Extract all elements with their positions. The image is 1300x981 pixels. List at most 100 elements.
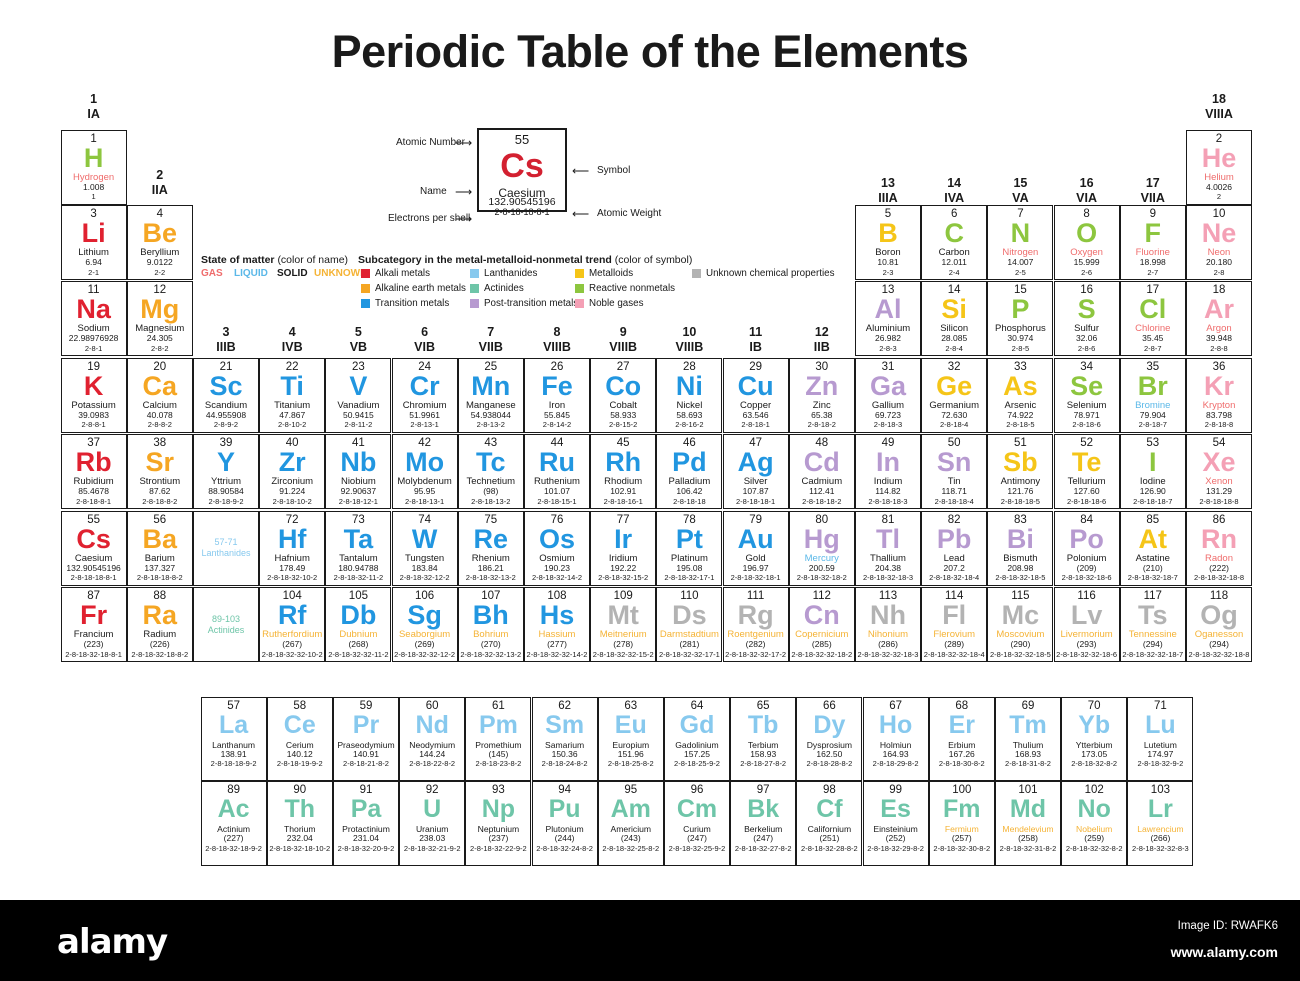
element-cell-o[interactable]: 8 O Oxygen 15.999 2-6 [1053,205,1120,281]
element-cell-nd[interactable]: 60 Nd Neodymium 144.24 2-8-18-22-8-2 [399,696,466,781]
element-cell-rh[interactable]: 45 Rh Rhodium 102.91 2-8-18-16-1 [590,434,657,510]
element-cell-dy[interactable]: 66 Dy Dysprosium 162.50 2-8-18-28-8-2 [796,696,863,781]
element-cell-cd[interactable]: 48 Cd Cadmium 112.41 2-8-18-18-2 [788,434,855,510]
element-cell-zr[interactable]: 40 Zr Zirconium 91.224 2-8-18-10-2 [259,434,326,510]
element-cell-co[interactable]: 27 Co Cobalt 58.933 2-8-15-2 [590,357,657,433]
element-cell-pu[interactable]: 94 Pu Plutonium (244) 2-8-18-32-24-8-2 [531,781,598,866]
element-cell-c[interactable]: 6 C Carbon 12.011 2-4 [921,205,988,281]
element-cell-fl[interactable]: 114 Fl Flerovium (289) 2-8-18-32-32-18-4 [921,587,988,663]
element-cell-mg[interactable]: 12 Mg Magnesium 24.305 2-8-2 [126,281,193,357]
element-cell-nb[interactable]: 41 Nb Niobium 92.90637 2-8-18-12-1 [325,434,392,510]
element-cell-sb[interactable]: 51 Sb Antimony 121.76 2-8-18-18-5 [987,434,1054,510]
element-cell-re[interactable]: 75 Re Rhenium 186.21 2-8-18-32-13-2 [457,510,524,586]
element-cell-ni[interactable]: 28 Ni Nickel 58.693 2-8-16-2 [656,357,723,433]
element-cell-tm[interactable]: 69 Tm Thulium 168.93 2-8-18-31-8-2 [994,696,1062,781]
element-cell-mo[interactable]: 42 Mo Molybdenum 95.95 2-8-18-13-1 [391,434,458,510]
lanthanide-placeholder[interactable]: 57-71 Lanthanides [192,510,260,586]
element-cell-s[interactable]: 16 S Sulfur 32.06 2-8-6 [1053,281,1120,357]
element-cell-np[interactable]: 93 Np Neptunium (237) 2-8-18-32-22-9-2 [465,781,532,866]
element-cell-am[interactable]: 95 Am Americium (243) 2-8-18-32-25-8-2 [597,781,664,866]
element-cell-yb[interactable]: 70 Yb Ytterbium 173.05 2-8-18-32-8-2 [1061,696,1128,781]
element-cell-ho[interactable]: 67 Ho Holmiun 164.93 2-8-18-29-8-2 [862,696,929,781]
element-cell-sm[interactable]: 62 Sm Samarium 150.36 2-8-18-24-8-2 [531,696,598,781]
element-cell-kr[interactable]: 36 Kr Krypton 83.798 2-8-18-8 [1185,357,1253,433]
element-cell-sr[interactable]: 38 Sr Strontium 87.62 2-8-18-8-2 [126,434,193,510]
element-cell-cr[interactable]: 24 Cr Chromium 51.9961 2-8-13-1 [391,357,458,433]
element-cell-ts[interactable]: 117 Ts Tennessine (294) 2-8-18-32-32-18-7 [1119,587,1186,663]
element-cell-i[interactable]: 53 I Iodine 126.90 2-8-18-18-7 [1119,434,1186,510]
element-cell-ac[interactable]: 89 Ac Actinium (227) 2-8-18-32-18-9-2 [200,781,267,866]
element-cell-p[interactable]: 15 P Phosphorus 30.974 2-8-5 [987,281,1054,357]
element-cell-tc[interactable]: 43 Tc Technetium (98) 2-8-18-13-2 [457,434,524,510]
element-cell-la[interactable]: 57 La Lanthanum 138.91 2-8-18-18-9-2 [200,696,267,781]
element-cell-pt[interactable]: 78 Pt Platinum 195.08 2-8-18-32-17-1 [656,510,723,586]
element-cell-pb[interactable]: 82 Pb Lead 207.2 2-8-18-32-18-4 [921,510,988,586]
element-cell-tl[interactable]: 81 Tl Thallium 204.38 2-8-18-32-18-3 [854,510,922,586]
element-cell-fr[interactable]: 87 Fr Francium (223) 2-8-18-32-18-8-1 [60,587,127,663]
element-cell-lr[interactable]: 103 Lr Lawrencium (266) 2-8-18-32-32-8-3 [1127,781,1194,866]
element-cell-na[interactable]: 11 Na Sodium 22.98976928 2-8-1 [60,281,127,357]
element-cell-cs[interactable]: 55 Cs Caesium 132.90545196 2-8-18-18-8-1 [60,510,127,586]
element-cell-po[interactable]: 84 Po Polonium (209) 2-8-18-32-18-6 [1053,510,1120,586]
element-cell-ca[interactable]: 20 Ca Calcium 40.078 2-8-8-2 [126,357,193,433]
element-cell-si[interactable]: 14 Si Silicon 28.085 2-8-4 [921,281,988,357]
element-cell-v[interactable]: 23 V Vanadium 50.9415 2-8-11-2 [325,357,392,433]
element-cell-rg[interactable]: 111 Rg Roentgenium (282) 2-8-18-32-32-17-2 [722,587,789,663]
element-cell-os[interactable]: 76 Os Osmium 190.23 2-8-18-32-14-2 [523,510,591,586]
element-cell-es[interactable]: 99 Es Einsteinium (252) 2-8-18-32-29-8-2 [862,781,929,866]
element-cell-bk[interactable]: 97 Bk Berkelium (247) 2-8-18-32-27-8-2 [730,781,797,866]
element-cell-ge[interactable]: 32 Ge Germanium 72.630 2-8-18-4 [921,357,988,433]
element-cell-ba[interactable]: 56 Ba Barium 137.327 2-8-18-18-8-2 [126,510,193,586]
element-cell-pd[interactable]: 46 Pd Palladium 106.42 2-8-18-18 [656,434,723,510]
element-cell-er[interactable]: 68 Er Erbium 167.26 2-8-18-30-8-2 [928,696,995,781]
element-cell-mt[interactable]: 109 Mt Meitnerium (278) 2-8-18-32-32-15-2 [590,587,657,663]
element-cell-th[interactable]: 90 Th Thorium 232.04 2-8-18-32-18-10-2 [266,781,333,866]
element-cell-bi[interactable]: 83 Bi Bismuth 208.98 2-8-18-32-18-5 [987,510,1054,586]
element-cell-hg[interactable]: 80 Hg Mercury 200.59 2-8-18-32-18-2 [788,510,855,586]
element-cell-zn[interactable]: 30 Zn Zinc 65.38 2-8-18-2 [788,357,855,433]
element-cell-u[interactable]: 92 U Uranium 238.03 2-8-18-32-21-9-2 [399,781,466,866]
element-cell-rn[interactable]: 86 Rn Radon (222) 2-8-18-32-18-8 [1185,510,1253,586]
element-cell-br[interactable]: 35 Br Bromine 79.904 2-8-18-7 [1119,357,1186,433]
element-cell-at[interactable]: 85 At Astatine (210) 2-8-18-32-18-7 [1119,510,1186,586]
element-cell-eu[interactable]: 63 Eu Europium 151.96 2-8-18-25-8-2 [597,696,664,781]
element-cell-tb[interactable]: 65 Tb Terbium 158.93 2-8-18-27-8-2 [730,696,797,781]
element-cell-rb[interactable]: 37 Rb Rubidium 85.4678 2-8-18-8-1 [60,434,127,510]
element-cell-al[interactable]: 13 Al Aluminium 26.982 2-8-3 [854,281,922,357]
element-cell-cl[interactable]: 17 Cl Chlorine 35.45 2-8-7 [1119,281,1186,357]
element-cell-sg[interactable]: 106 Sg Seaborgium (269) 2-8-18-32-32-12-2 [391,587,458,663]
element-cell-xe[interactable]: 54 Xe Xenon 131.29 2-8-18-18-8 [1185,434,1253,510]
element-cell-hs[interactable]: 108 Hs Hassium (277) 2-8-18-32-32-14-2 [523,587,591,663]
element-cell-n[interactable]: 7 N Nitrogen 14.007 2-5 [987,205,1054,281]
element-cell-w[interactable]: 74 W Tungsten 183.84 2-8-18-32-12-2 [391,510,458,586]
element-cell-y[interactable]: 39 Y Yttrium 88.90584 2-8-18-9-2 [192,434,260,510]
element-cell-au[interactable]: 79 Au Gold 196.97 2-8-18-32-18-1 [722,510,789,586]
element-cell-db[interactable]: 105 Db Dubnium (268) 2-8-18-32-32-11-2 [325,587,392,663]
element-cell-sc[interactable]: 21 Sc Scandium 44.955908 2-8-9-2 [192,357,260,433]
element-cell-ru[interactable]: 44 Ru Ruthenium 101.07 2-8-18-15-1 [523,434,591,510]
element-cell-rf[interactable]: 104 Rf Rutherfordium (267) 2-8-18-32-32-10-2 [259,587,326,663]
element-cell-cm[interactable]: 96 Cm Curium (247) 2-8-18-32-25-9-2 [663,781,731,866]
element-cell-f[interactable]: 9 F Fluorine 18.998 2-7 [1119,205,1186,281]
element-cell-te[interactable]: 52 Te Tellurium 127.60 2-8-18-18-6 [1053,434,1120,510]
element-cell-ar[interactable]: 18 Ar Argon 39.948 2-8-8 [1185,281,1253,357]
element-cell-pm[interactable]: 61 Pm Promethium (145) 2-8-18-23-8-2 [465,696,532,781]
element-cell-ga[interactable]: 31 Ga Gallium 69.723 2-8-18-3 [854,357,922,433]
element-cell-md[interactable]: 101 Md Mendelevium (258) 2-8-18-32-31-8-2 [994,781,1062,866]
element-cell-be[interactable]: 4 Be Beryllium 9.0122 2-2 [126,205,193,281]
element-cell-ce[interactable]: 58 Ce Cerium 140.12 2-8-18-19-9-2 [266,696,333,781]
element-cell-mc[interactable]: 115 Mc Moscovium (290) 2-8-18-32-32-18-5 [987,587,1054,663]
element-cell-sn[interactable]: 50 Sn Tin 118.71 2-8-18-18-4 [921,434,988,510]
element-cell-ir[interactable]: 77 Ir Iridium 192.22 2-8-18-32-15-2 [590,510,657,586]
element-cell-se[interactable]: 34 Se Selenium 78.971 2-8-18-6 [1053,357,1120,433]
element-cell-as[interactable]: 33 As Arsenic 74.922 2-8-18-5 [987,357,1054,433]
element-cell-ag[interactable]: 47 Ag Silver 107.87 2-8-18-18-1 [722,434,789,510]
element-cell-bh[interactable]: 107 Bh Bohrium (270) 2-8-18-32-32-13-2 [457,587,524,663]
element-cell-ti[interactable]: 22 Ti Titanium 47.867 2-8-10-2 [259,357,326,433]
element-cell-ne[interactable]: 10 Ne Neon 20.180 2-8 [1185,205,1253,281]
element-cell-ds[interactable]: 110 Ds Darmstadtium (281) 2-8-18-32-32-17-1 [656,587,723,663]
element-cell-cn[interactable]: 112 Cn Copernicium (285) 2-8-18-32-32-18-2 [788,587,855,663]
element-cell-in[interactable]: 49 In Indium 114.82 2-8-18-18-3 [854,434,922,510]
element-cell-ra[interactable]: 88 Ra Radium (226) 2-8-18-32-18-8-2 [126,587,193,663]
element-cell-lv[interactable]: 116 Lv Livermorium (293) 2-8-18-32-32-18-6 [1053,587,1120,663]
